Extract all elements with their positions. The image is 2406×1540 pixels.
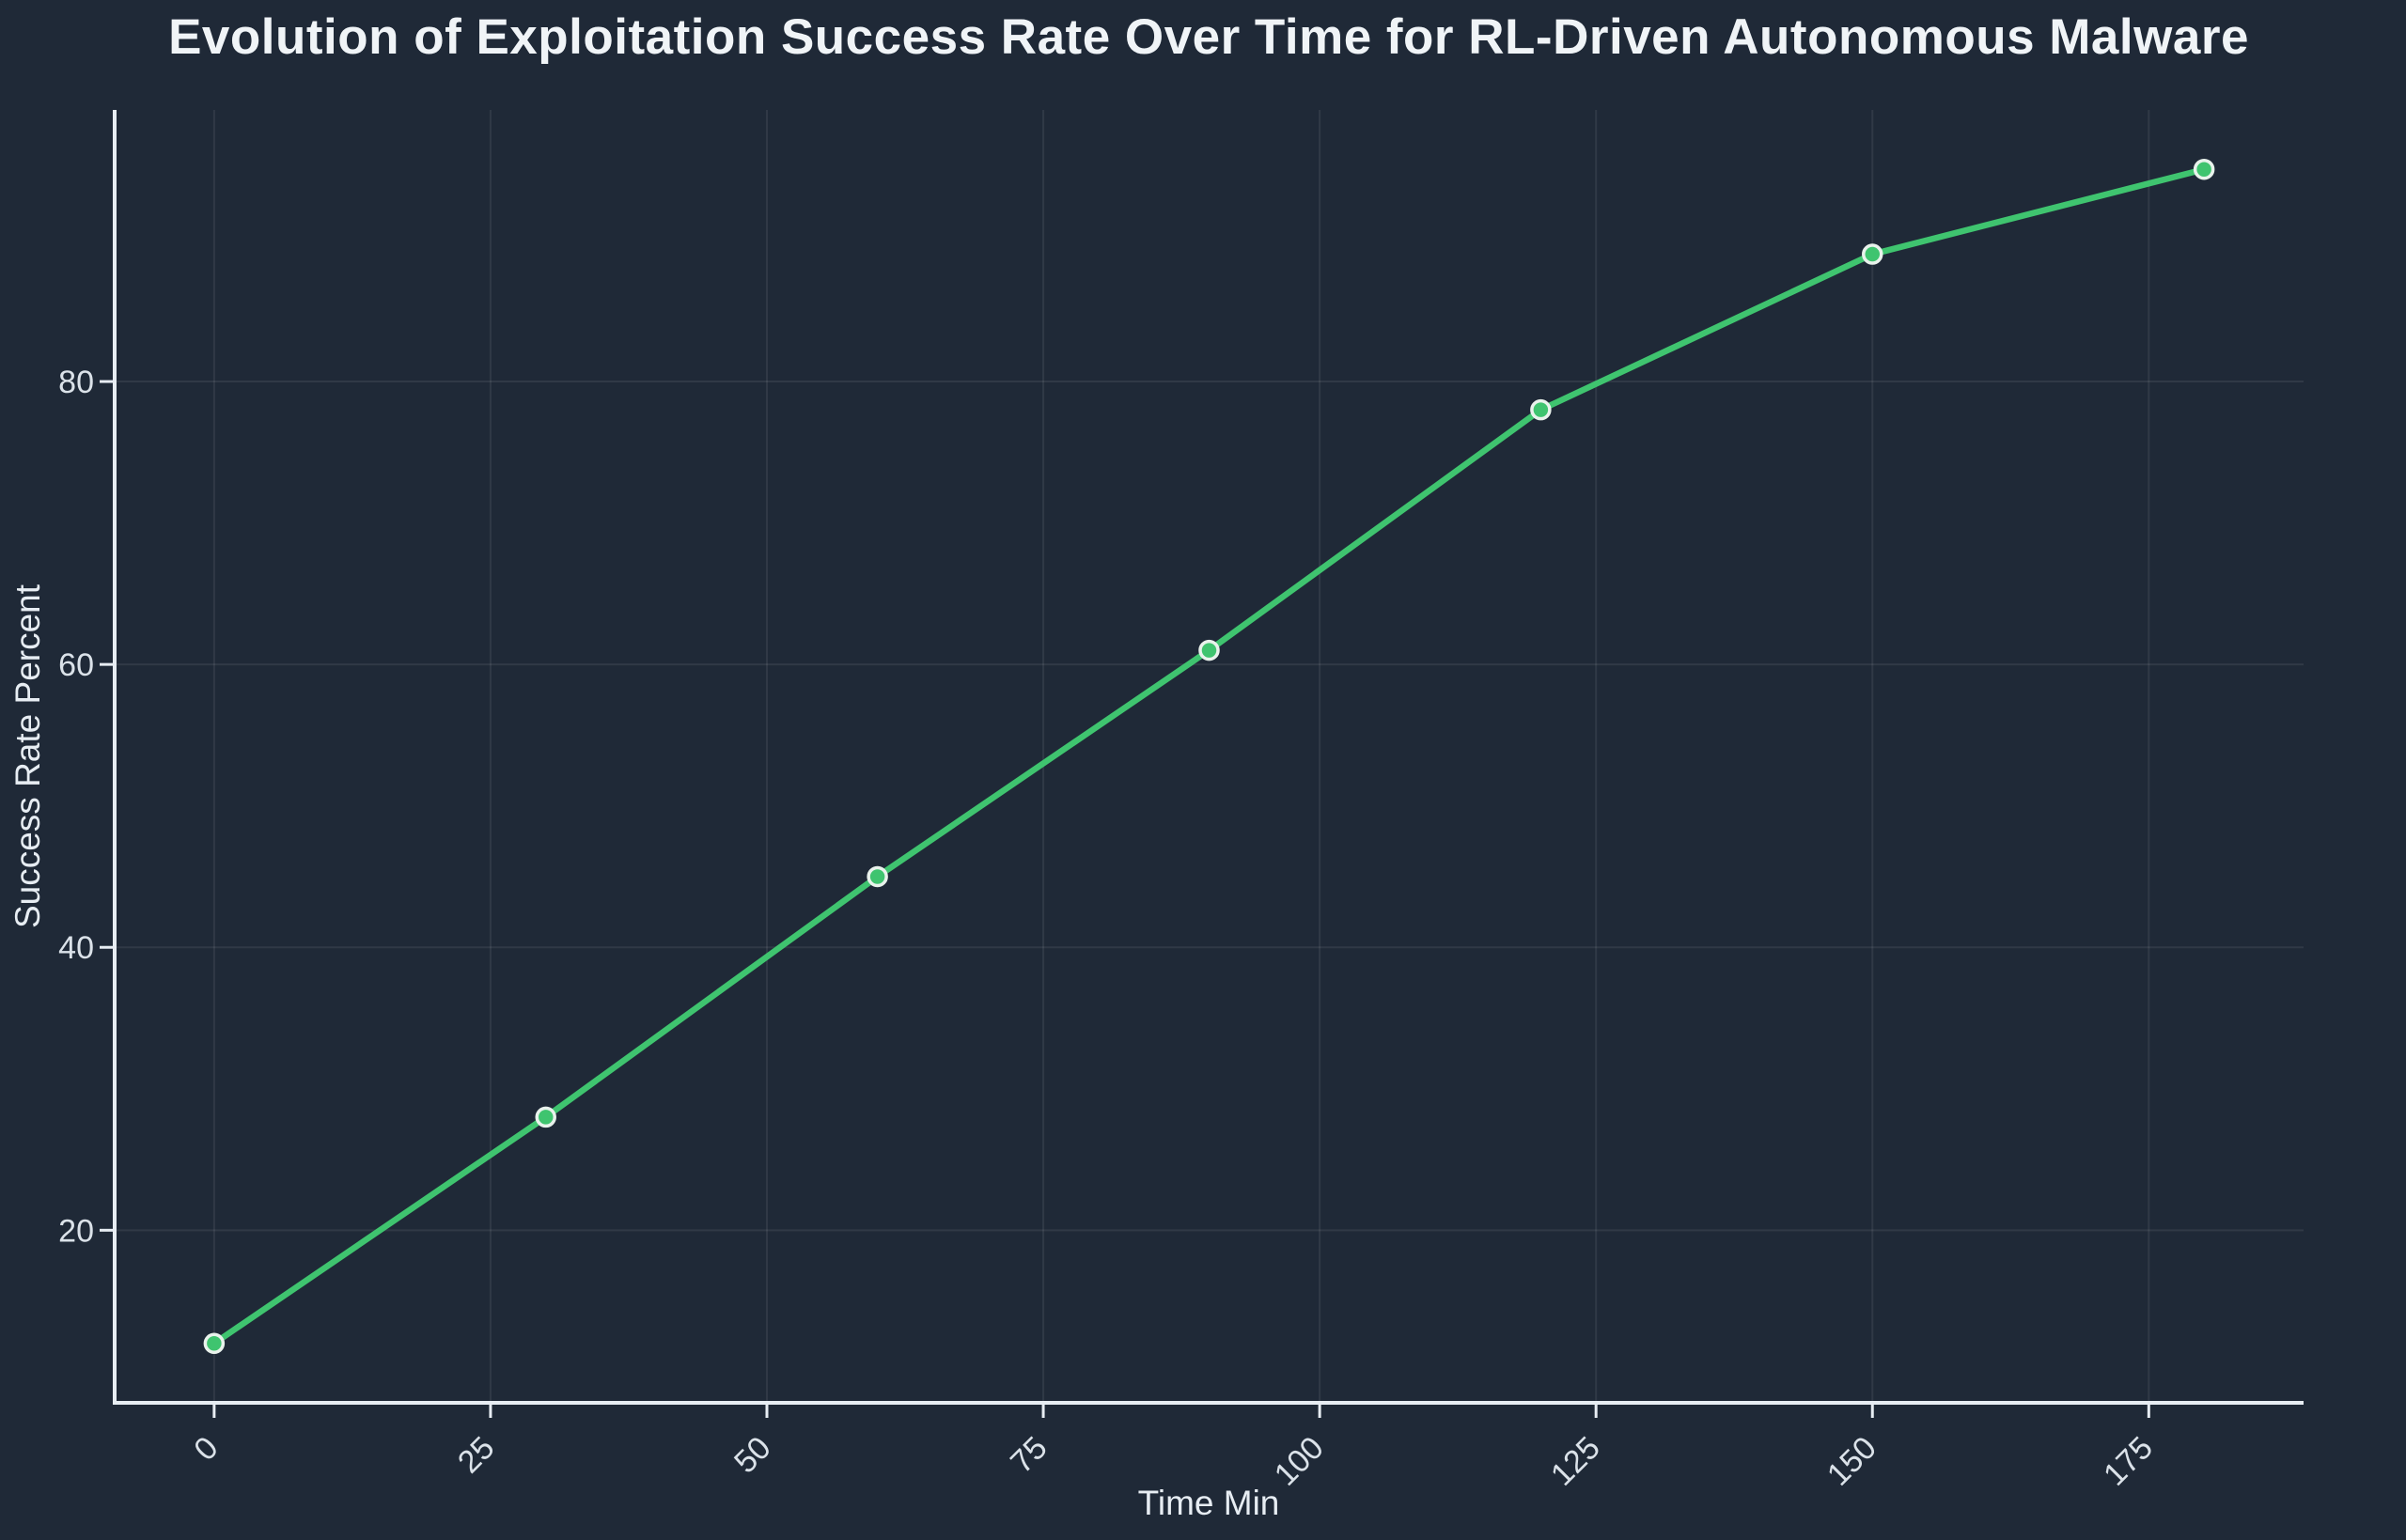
data-point-marker (203, 1332, 226, 1355)
x-tick-label: 25 (451, 1430, 502, 1481)
axes-layer (113, 110, 2304, 1405)
data-point-marker (535, 1106, 556, 1128)
data-point-marker (1530, 398, 1552, 421)
x-tick-label: 175 (2097, 1430, 2160, 1493)
trend-line (211, 165, 2208, 1347)
y-tick-label: 80 (58, 365, 94, 400)
x-axis-label: Time Min (1138, 1484, 1280, 1522)
y-tick-label: 40 (58, 930, 94, 966)
y-tick-label: 20 (58, 1213, 94, 1249)
data-point-marker (1198, 639, 1220, 661)
x-tick-label: 0 (187, 1430, 225, 1468)
grid-layer (115, 110, 2304, 1403)
series-layer (203, 158, 2215, 1355)
x-tick-label: 150 (1820, 1430, 1883, 1493)
x-tick-label: 75 (1004, 1430, 1055, 1481)
tick-layer (100, 380, 2150, 1418)
data-point-marker (2193, 158, 2215, 180)
y-tick-label: 60 (58, 647, 94, 683)
data-point-marker (867, 865, 888, 888)
chart-title: Evolution of Exploitation Success Rate O… (168, 9, 2249, 65)
x-tick-label: 50 (727, 1430, 778, 1481)
data-point-marker (1862, 243, 1883, 265)
y-axis-label: Success Rate Percent (8, 583, 47, 928)
x-tick-label: 125 (1544, 1430, 1607, 1493)
